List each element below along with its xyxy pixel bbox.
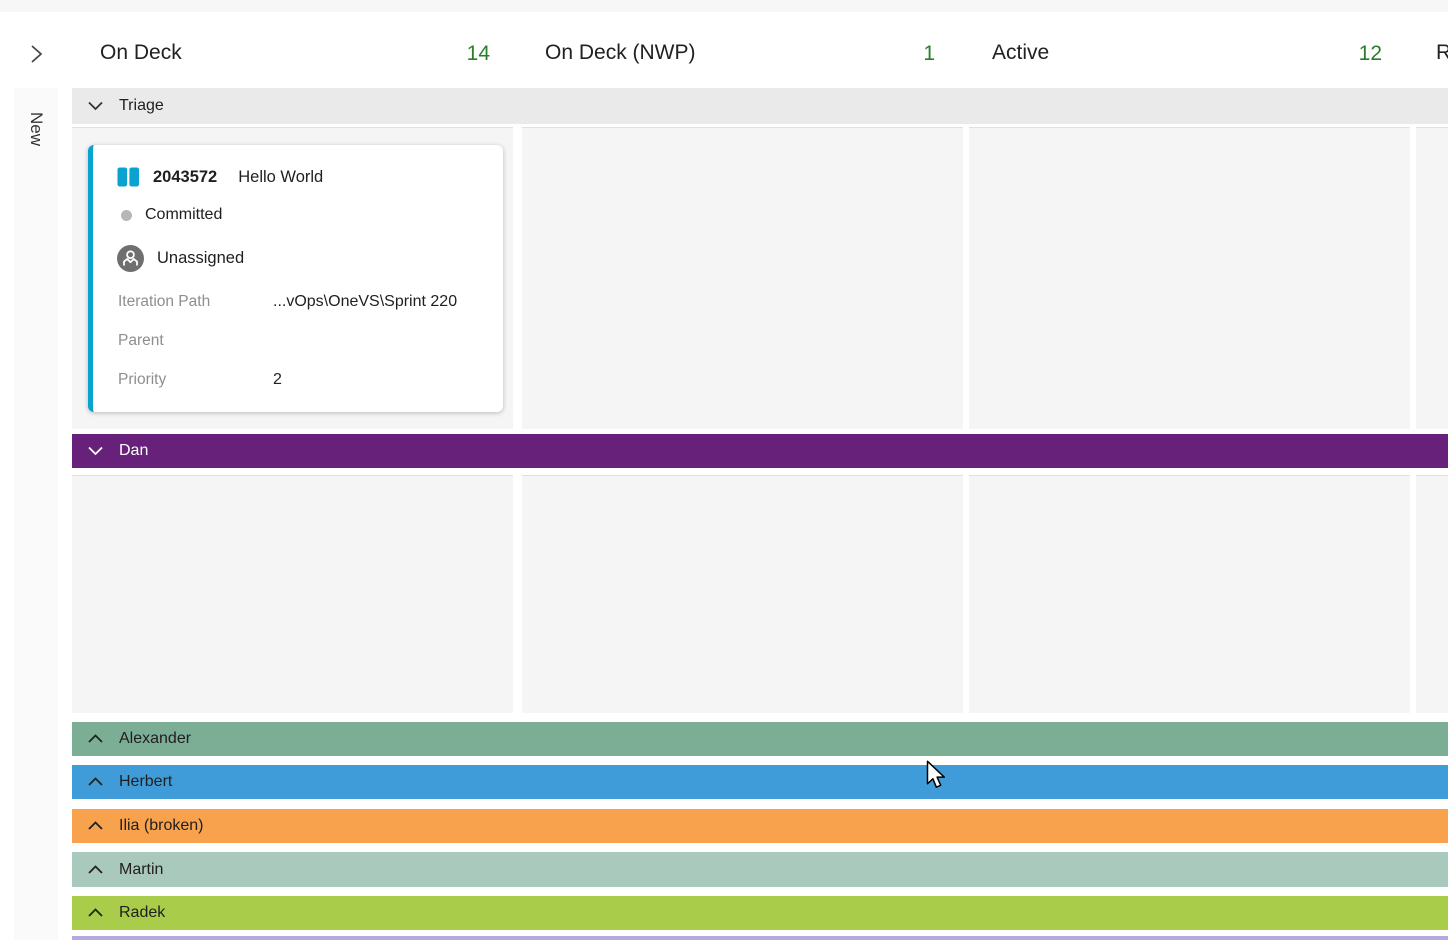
unassigned-avatar-icon[interactable] [117, 245, 144, 272]
swimlane-header-herbert[interactable]: Herbert [72, 765, 1448, 799]
field-value-iteration-path: ...vOps\OneVS\Sprint 220 [273, 293, 458, 310]
expand-panel-button[interactable] [22, 40, 50, 68]
swimlane-header-dan[interactable]: Dan [72, 434, 1448, 468]
board-cell-dan-active [969, 475, 1410, 713]
swimlane-header-ilia[interactable]: Ilia (broken) [72, 809, 1448, 843]
window-top-strip [0, 0, 1448, 12]
chevron-down-icon [88, 446, 103, 456]
user-story-icon [117, 167, 140, 187]
field-value-priority[interactable]: 2 [273, 371, 282, 388]
chevron-right-icon [27, 44, 45, 64]
swimlane-title: Herbert [119, 773, 173, 790]
swimlane-title: Triage [119, 97, 164, 114]
state-dot-icon [121, 209, 132, 221]
board-cell-triage-active [969, 127, 1410, 429]
board-cell-triage-ondecknwp [522, 127, 963, 429]
card-assignee: Unassigned [157, 249, 245, 267]
card-title[interactable]: Hello World [238, 167, 324, 186]
swimlane-title: Alexander [119, 730, 192, 747]
work-item-card[interactable]: 2043572 Hello World Committed Unassigned… [88, 145, 503, 412]
swimlane-header-radek[interactable]: Radek [72, 896, 1448, 930]
collapsed-column-new[interactable]: New [14, 88, 58, 940]
field-label-priority: Priority [118, 371, 167, 388]
board-cell-dan-partial [1416, 475, 1448, 713]
collapsed-column-label: New [27, 112, 46, 147]
column-count-active: 12 [1358, 42, 1382, 65]
swimlane-header-martin[interactable]: Martin [72, 852, 1448, 887]
chevron-up-icon [88, 821, 103, 831]
board-cell-dan-ondeck [72, 475, 513, 713]
chevron-up-icon [88, 864, 103, 875]
swimlane-title: Radek [119, 904, 166, 921]
swimlane-title: Dan [119, 442, 149, 459]
field-label-iteration-path: Iteration Path [118, 293, 211, 310]
board-cell-dan-ondecknwp [522, 475, 963, 713]
card-state: Committed [145, 206, 223, 223]
card-id[interactable]: 2043572 [153, 167, 218, 186]
column-count-on-deck-nwp: 1 [923, 42, 935, 65]
column-count-on-deck: 14 [466, 42, 490, 65]
chevron-up-icon [88, 908, 103, 918]
column-title-on-deck: On Deck [100, 41, 182, 64]
swimlane-header-alexander[interactable]: Alexander [72, 722, 1448, 756]
swimlane-header-triage[interactable]: Triage [72, 88, 1448, 124]
swimlane-title: Martin [119, 860, 164, 878]
swimlane-title: Ilia (broken) [119, 817, 204, 834]
column-title-on-deck-nwp: On Deck (NWP) [545, 41, 696, 64]
column-title-active: Active [992, 41, 1050, 64]
chevron-down-icon [88, 101, 103, 111]
board-cell-triage-partial [1416, 127, 1448, 429]
chevron-up-icon [88, 777, 103, 787]
field-label-parent: Parent [118, 332, 164, 349]
swimlane-header-partial[interactable] [72, 936, 1448, 940]
chevron-up-icon [88, 734, 103, 744]
column-title-partial: R [1436, 41, 1448, 64]
